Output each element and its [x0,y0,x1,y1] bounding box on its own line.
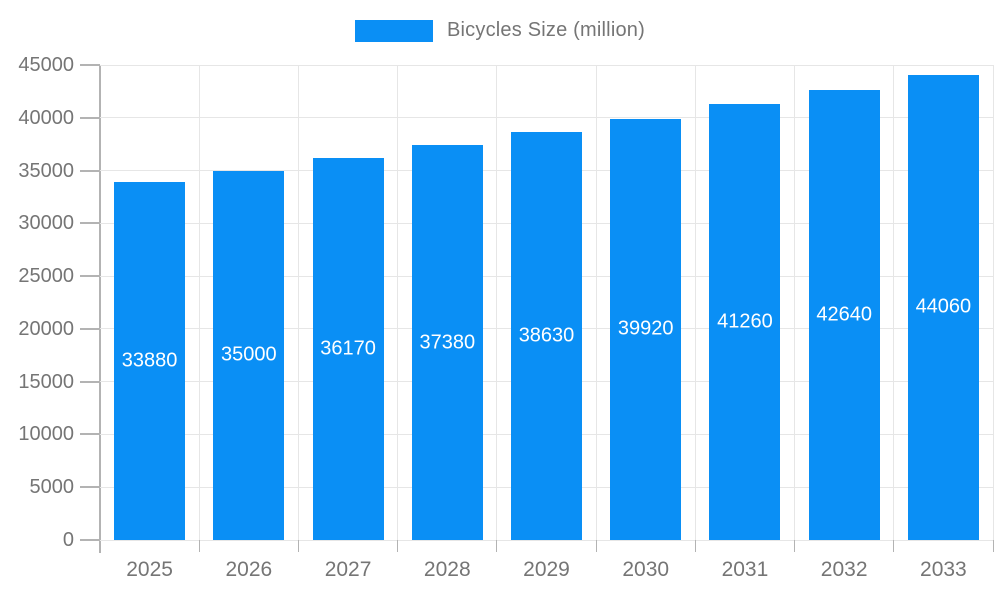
gridline-v [893,65,895,540]
y-tick-label-25000: 25000 [18,265,74,288]
y-tick-0 [80,539,100,541]
y-axis-line [99,65,101,553]
bar-2027[interactable]: 36170 [312,158,384,540]
gridline-v [496,65,498,540]
y-tick-10000 [80,433,100,436]
bar-2029[interactable]: 38630 [511,132,582,540]
y-tick-label-20000: 20000 [18,317,74,340]
y-tick-30000 [80,222,100,225]
gridline-v [794,65,796,540]
x-axis-labels: 2025 2026 2027 2028 2029 2030 2031 2032 2033 [100,558,993,588]
gridline-v [992,65,994,540]
y-tick-label-35000: 35000 [18,159,74,182]
x-tick-label-2028: 2028 [423,558,471,581]
gridline-h-45000 [100,64,993,66]
x-tick [397,540,399,552]
y-tick-label-0: 0 [62,529,74,551]
y-tick-20000 [80,327,100,330]
bar-value-label: 38630 [518,324,575,347]
y-tick-label-30000: 30000 [18,212,74,235]
legend-label: Bicycles Size (million) [447,19,645,41]
x-tick [595,540,597,552]
plot-area: 33880 35000 36170 37380 38630 39920 41260 42640… [80,64,994,553]
bar-value-label: 44060 [915,295,972,318]
bar-2028[interactable]: 37380 [411,145,483,540]
bar-value-label: 35000 [221,343,277,366]
gridline-v [297,65,299,540]
y-tick-45000 [80,64,100,66]
bar-2025[interactable]: 33880 [114,182,186,540]
bar-value-label: 42640 [816,303,872,326]
y-tick-label-45000: 45000 [18,54,74,76]
bar-value-label: 39920 [617,317,674,340]
y-tick-40000 [80,116,100,119]
gridline-h-0 [100,539,993,541]
x-tick [992,540,994,552]
legend-swatch [355,19,433,42]
x-tick-label-2030: 2030 [622,558,670,581]
y-tick-label-5000: 5000 [29,476,75,499]
x-tick [794,540,796,552]
bar-2030[interactable]: 39920 [610,118,682,540]
y-tick-label-15000: 15000 [18,370,74,393]
y-tick-35000 [80,169,100,172]
y-tick-label-40000: 40000 [18,106,74,129]
x-tick-label-2031: 2031 [721,558,769,581]
x-tick [694,540,696,552]
gridline-h-40000 [100,117,993,119]
x-tick-label-2025: 2025 [126,558,173,581]
gridline-v [397,65,399,540]
bar-value-label: 33880 [121,349,178,372]
gridline-v [595,65,597,540]
bar-2031[interactable]: 41260 [709,104,781,540]
gridline-v [694,65,696,540]
y-tick-label-10000: 10000 [18,423,74,446]
x-tick-label-2029: 2029 [523,558,570,581]
bar-value-label: 41260 [717,310,773,333]
y-axis-labels: 0 5000 10000 15000 20000 25000 30000 35000 40000… [0,55,75,550]
x-tick-label-2032: 2032 [820,558,868,581]
x-tick-label-2033: 2033 [920,558,967,581]
bar-value-label: 37380 [419,331,476,354]
legend[interactable]: Bicycles Size (million) [0,19,1000,42]
x-tick [198,540,200,552]
bar-value-label: 36170 [320,337,376,360]
x-tick [893,540,895,552]
x-tick [297,540,299,552]
gridline-v [198,65,200,540]
y-tick-15000 [80,380,100,383]
x-tick-label-2026: 2026 [225,558,273,581]
y-tick-5000 [80,486,100,489]
bar-2026[interactable]: 35000 [213,170,285,540]
x-tick-label-2027: 2027 [324,558,372,581]
bar-2033[interactable]: 44060 [907,74,979,540]
x-tick [496,540,498,552]
bar-2032[interactable]: 42640 [808,89,880,540]
y-tick-25000 [80,275,100,278]
